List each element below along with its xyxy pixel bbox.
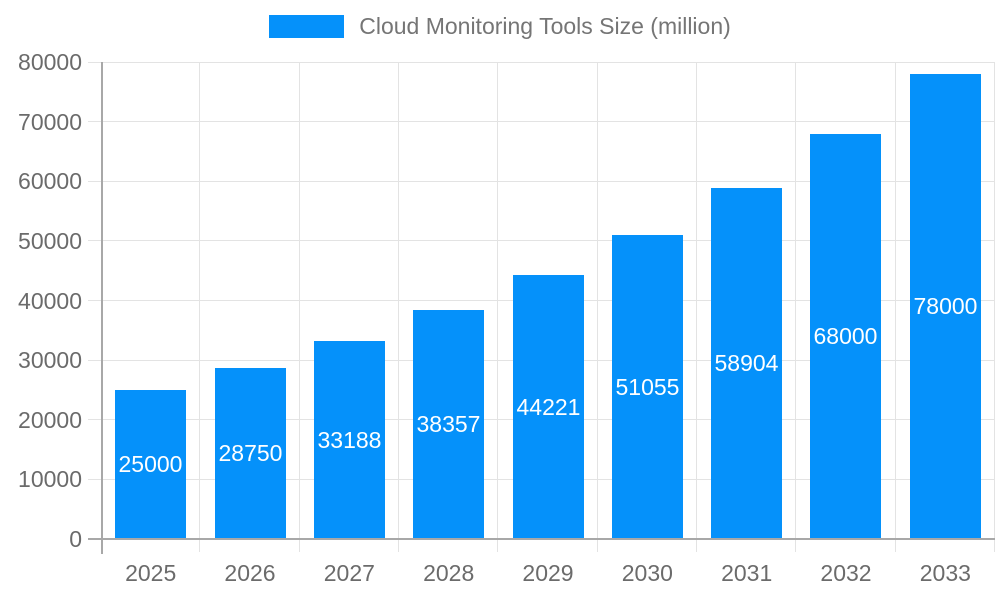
bar-2031[interactable]: 58904 — [711, 188, 782, 539]
x-axis-tick-label: 2030 — [621, 560, 673, 586]
bar-value-label: 68000 — [813, 323, 878, 349]
x-axis-tick — [497, 539, 498, 552]
x-axis-tick-label: 2026 — [224, 560, 276, 586]
v-gridline — [597, 62, 598, 539]
bar-2032[interactable]: 68000 — [810, 134, 881, 539]
bar-value-label: 25000 — [118, 451, 183, 477]
y-axis-tick-label: 10000 — [18, 466, 82, 493]
x-axis-tick — [994, 539, 995, 552]
x-axis-tick-label: 2032 — [820, 560, 872, 586]
h-gridline — [88, 61, 995, 63]
y-axis-tick-label: 20000 — [18, 406, 82, 433]
y-axis-tick-label: 40000 — [18, 287, 82, 314]
x-axis-tick — [696, 539, 697, 552]
v-gridline — [994, 62, 995, 539]
bar-value-label: 28750 — [218, 440, 283, 466]
x-axis-tick — [795, 539, 796, 552]
bar-2029[interactable]: 44221 — [513, 275, 584, 539]
y-axis-tick-label: 70000 — [18, 108, 82, 135]
x-axis-tick — [199, 539, 200, 552]
bar-2025[interactable]: 25000 — [115, 390, 186, 539]
x-axis-tick-label: 2027 — [323, 560, 375, 586]
v-gridline — [398, 62, 399, 539]
x-axis-tick-label: 2031 — [721, 560, 773, 586]
y-axis-tick-label: 60000 — [18, 168, 82, 195]
bar-value-label: 38357 — [416, 411, 481, 437]
bar-value-label: 58904 — [714, 350, 779, 376]
y-axis-tick-label: 30000 — [18, 347, 82, 374]
bar-2027[interactable]: 33188 — [314, 341, 385, 539]
h-gridline — [88, 121, 995, 123]
x-axis-tick — [398, 539, 399, 552]
v-gridline — [299, 62, 300, 539]
x-axis-tick — [299, 539, 300, 552]
x-axis-tick-label: 2025 — [125, 560, 177, 586]
bar-2033[interactable]: 78000 — [910, 74, 981, 539]
v-gridline — [199, 62, 200, 539]
bar-2030[interactable]: 51055 — [612, 235, 683, 539]
bar-2026[interactable]: 28750 — [215, 368, 286, 539]
h-gridline — [88, 240, 995, 242]
bar-value-label: 33188 — [317, 426, 382, 453]
x-axis-tick-label: 2033 — [919, 560, 971, 586]
y-axis-tick-label: 50000 — [18, 227, 82, 254]
bar-value-label: 44221 — [516, 393, 581, 420]
bar-value-label: 51055 — [615, 373, 680, 400]
v-gridline — [497, 62, 498, 539]
y-axis-tick-label: 0 — [69, 526, 82, 552]
x-axis-line — [88, 538, 995, 540]
bar-value-label: 78000 — [913, 293, 978, 319]
legend-label: Cloud Monitoring Tools Size (million) — [359, 13, 731, 39]
x-axis-tick — [597, 539, 598, 552]
v-gridline — [795, 62, 796, 539]
y-axis-tick-label: 80000 — [18, 49, 82, 75]
x-axis-tick-label: 2029 — [522, 560, 574, 586]
plot-area: 25000 28750 33188 38357 44221 51055 58904 68000… — [88, 61, 995, 554]
x-axis-tick — [895, 539, 896, 552]
v-gridline — [895, 62, 896, 539]
x-axis-tick-label: 2028 — [423, 560, 475, 586]
legend-swatch-icon — [269, 15, 345, 38]
h-gridline — [88, 180, 995, 182]
chart-legend[interactable]: Cloud Monitoring Tools Size (million) — [0, 13, 1000, 40]
y-axis-line — [101, 62, 103, 554]
bar-2028[interactable]: 38357 — [413, 310, 484, 539]
v-gridline — [696, 62, 697, 539]
